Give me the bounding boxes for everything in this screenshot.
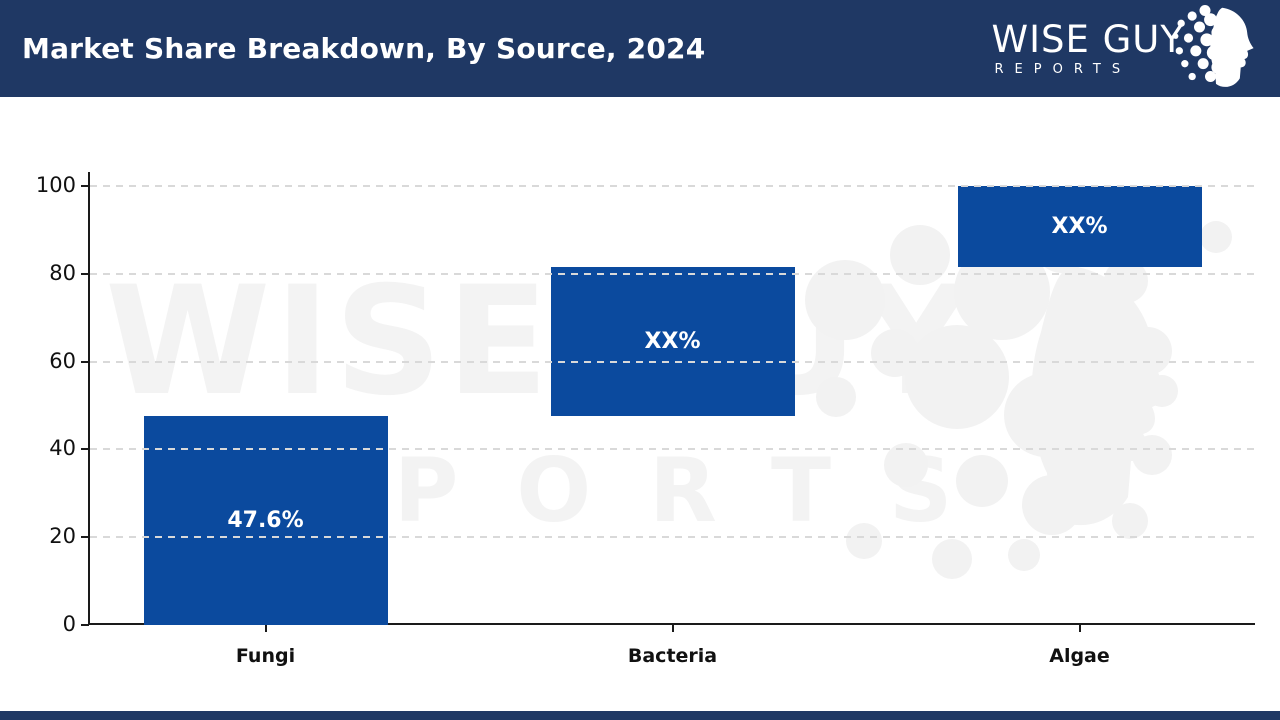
bar-value-label: XX%	[1051, 213, 1108, 239]
y-axis-tick	[81, 448, 89, 451]
wise-guy-reports-logo: WISE GUY REPORTS	[992, 4, 1262, 93]
gridline	[90, 185, 1255, 188]
y-tick-label: 0	[62, 612, 76, 636]
y-tick-label: 60	[49, 348, 76, 373]
x-axis-tick	[264, 625, 267, 632]
footer-bar	[0, 711, 1280, 720]
gridline	[90, 448, 1255, 451]
page-title: Market Share Breakdown, By Source, 2024	[22, 32, 706, 65]
gridline	[90, 360, 1255, 363]
logo-text: WISE GUY REPORTS	[992, 21, 1184, 77]
header-bar: Market Share Breakdown, By Source, 2024 …	[0, 0, 1280, 97]
chart-area: WISE GUY REPORTS 47.6% Fungi XX% Bacteria XX…	[0, 97, 1280, 711]
x-category-label: Fungi	[235, 645, 296, 667]
y-axis-tick	[81, 624, 89, 626]
y-tick-label: 20	[49, 524, 76, 549]
y-axis-tick	[81, 185, 89, 188]
bar-bacteria: XX%	[550, 266, 795, 417]
y-tick-label: 100	[35, 173, 76, 198]
x-category-label: Bacteria	[627, 645, 718, 667]
y-axis-tick	[81, 272, 89, 275]
x-axis-tick	[1078, 625, 1081, 632]
plot-area: 47.6% Fungi XX% Bacteria XX% Algae 0 20 40 60 80 10…	[36, 172, 1255, 667]
watermark-head-dots	[805, 217, 1232, 579]
gridline	[90, 272, 1255, 275]
y-tick-label: 40	[49, 436, 76, 461]
bar-value-label: XX%	[644, 328, 701, 354]
y-tick-label: 80	[49, 260, 76, 285]
y-axis-tick	[81, 536, 89, 539]
logo-brand-name: WISE GUY	[991, 17, 1184, 61]
bar-algae: XX%	[957, 186, 1202, 267]
logo-brand-sub: REPORTS	[994, 61, 1132, 77]
logo-head-icon	[1172, 4, 1254, 87]
bar-fungi: 47.6%	[143, 416, 388, 625]
gridline	[90, 536, 1255, 539]
bar-value-label: 47.6%	[227, 508, 304, 534]
x-category-label: Algae	[1049, 645, 1110, 667]
x-axis-tick	[671, 625, 674, 632]
y-axis-tick	[81, 360, 89, 363]
